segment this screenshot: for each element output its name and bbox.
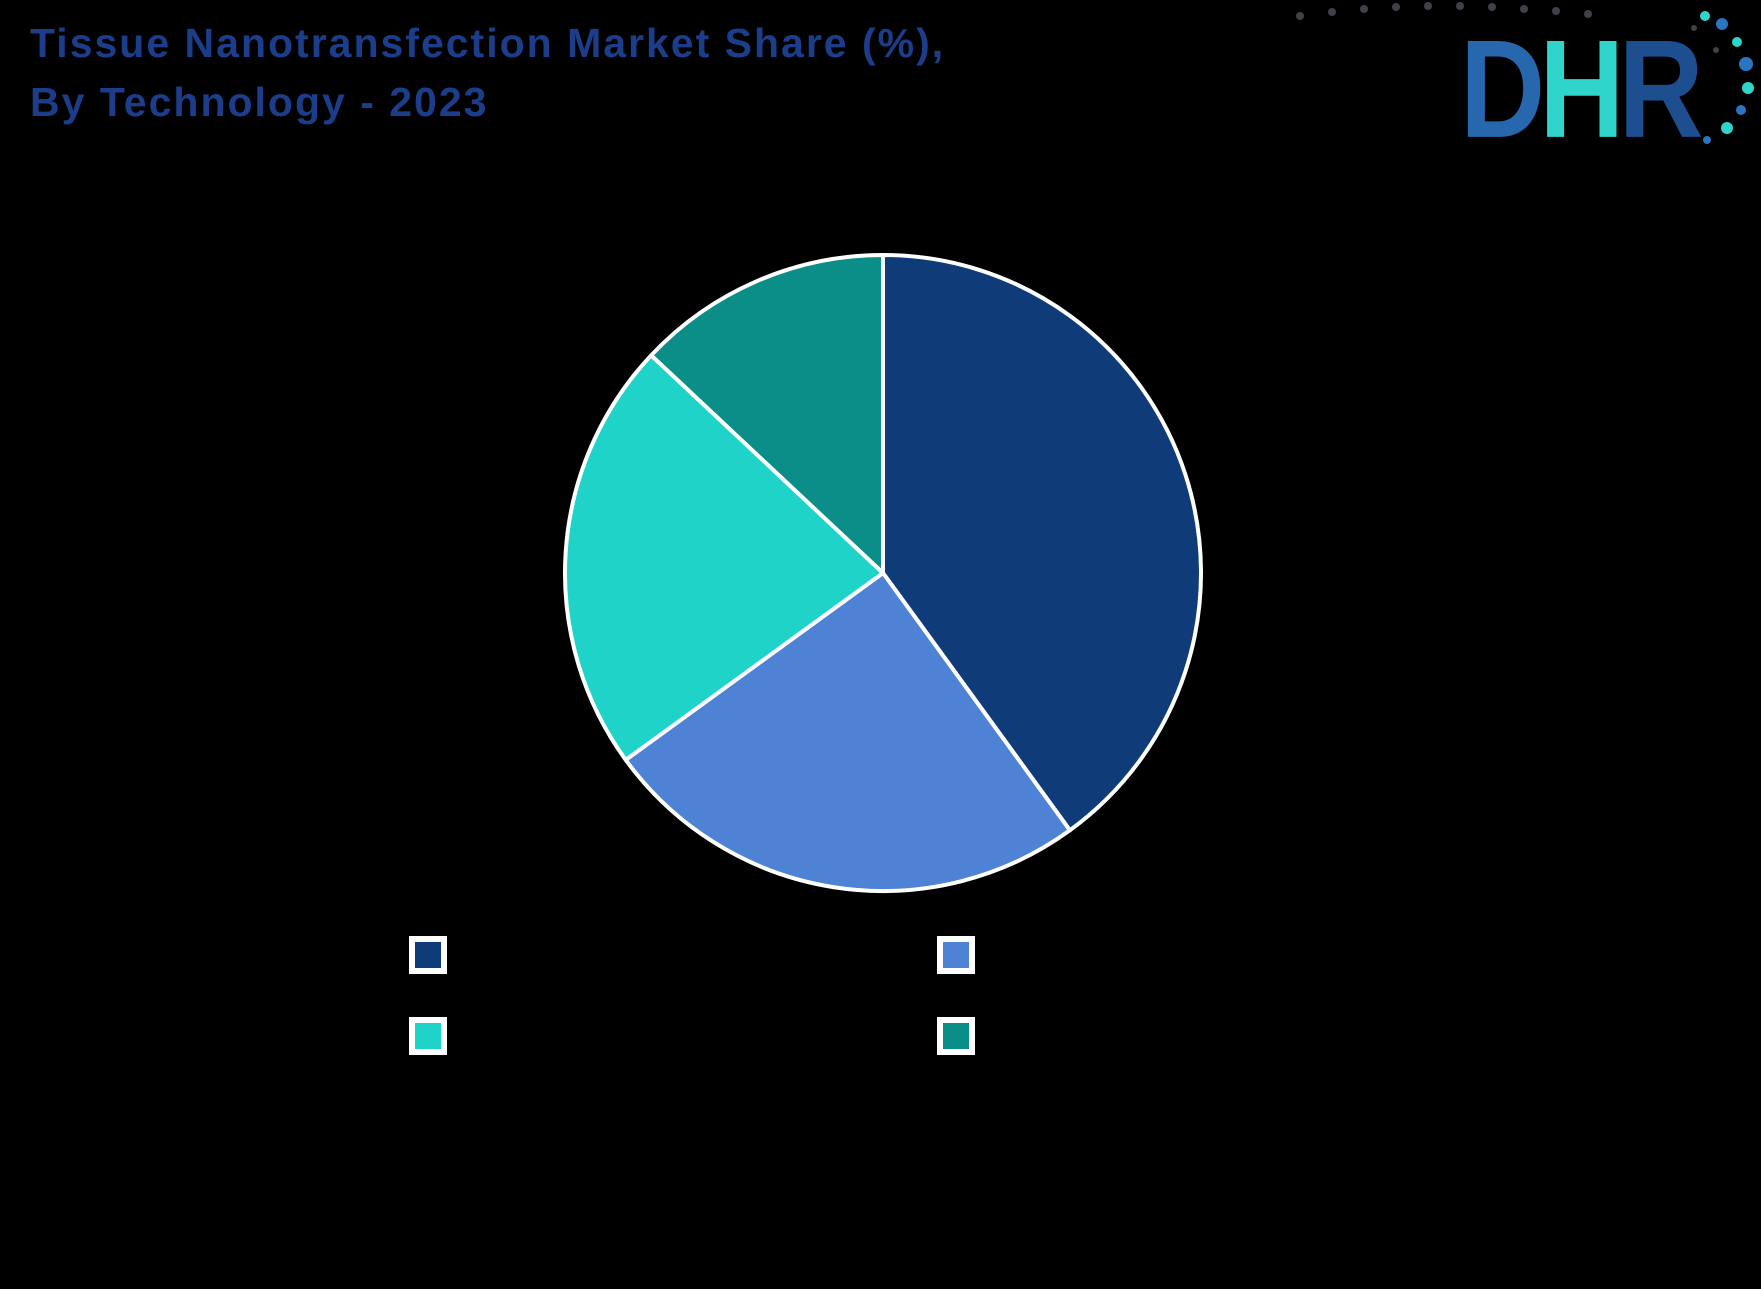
pie-chart <box>563 253 1203 893</box>
title-line-2: By Technology - 2023 <box>30 79 489 125</box>
pie-slice <box>649 253 885 575</box>
dhr-logo: DHR <box>1460 20 1760 160</box>
legend-swatch <box>937 936 975 974</box>
legend-item <box>409 1017 683 1055</box>
legend-swatch <box>937 1017 975 1055</box>
logo-letter-h: H <box>1539 11 1624 168</box>
legend-item <box>937 936 1211 974</box>
legend-item <box>409 936 683 974</box>
title-line-1: Tissue Nanotransfection Market Share (%)… <box>30 20 946 66</box>
page-title: Tissue Nanotransfection Market Share (%)… <box>30 14 945 132</box>
logo-letter-r: R <box>1618 11 1703 168</box>
pie-slice <box>881 253 1203 833</box>
dhr-logo-text: DHR <box>1460 20 1704 159</box>
pie-slice <box>623 571 1072 893</box>
pie-slice <box>563 353 885 762</box>
legend-swatch <box>409 936 447 974</box>
logo-letter-d: D <box>1460 11 1545 168</box>
legend-item <box>937 1017 1211 1055</box>
legend-swatch <box>409 1017 447 1055</box>
